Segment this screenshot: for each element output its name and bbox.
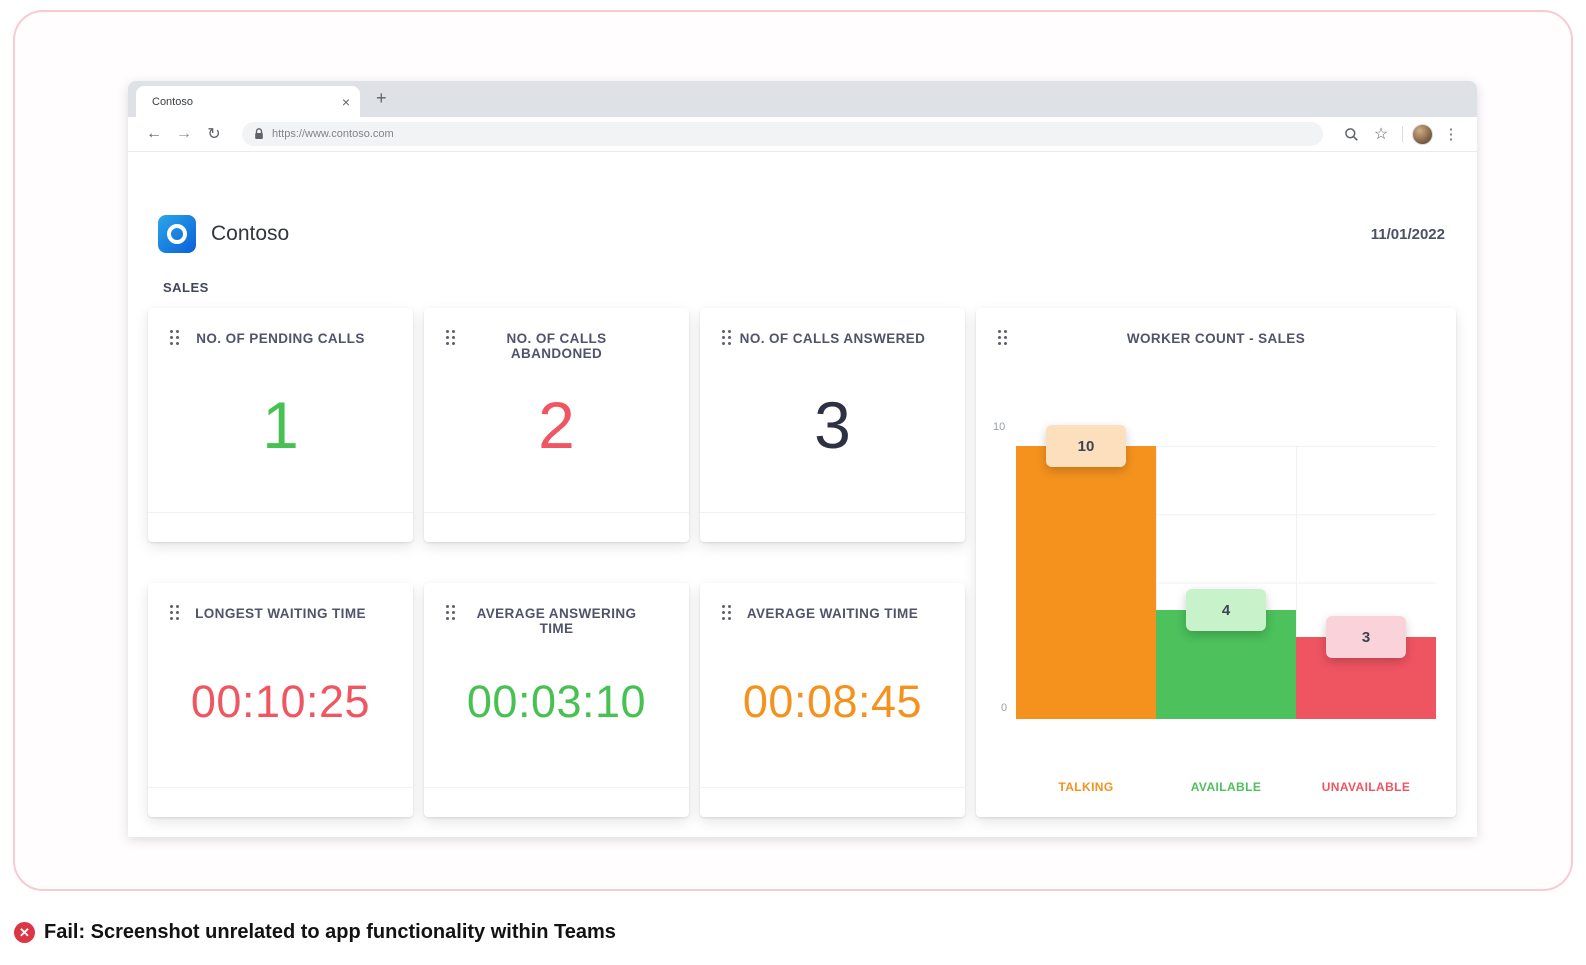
card-footer [148,512,413,542]
card-calls-answered: NO. OF CALLS ANSWERED 3 [700,308,965,542]
chart-legend: TALKING AVAILABLE UNAVAILABLE [1016,780,1436,794]
dashboard-header: Contoso 11/01/2022 [128,152,1477,253]
fail-caption-text: Fail: Screenshot unrelated to app functi… [44,921,616,943]
card-footer [700,512,965,542]
drag-handle-icon[interactable] [446,605,456,621]
screenshot-frame: Contoso × + ← → ↻ https://www.contoso.co… [13,10,1573,891]
y-axis-tick-max: 10 [993,421,1006,433]
card-footer [148,787,413,817]
drag-handle-icon[interactable] [998,330,1008,346]
card-worker-count-chart: WORKER COUNT - SALES 10 0 10 4 [976,308,1456,817]
card-longest-waiting-time: LONGEST WAITING TIME 00:10:25 [148,583,413,817]
legend-item: AVAILABLE [1190,780,1262,794]
card-value: 00:08:45 [742,676,923,727]
toolbar-divider [1402,126,1403,142]
drag-handle-icon[interactable] [722,330,732,346]
dashboard-date: 11/01/2022 [1370,225,1445,243]
forward-icon[interactable]: → [176,125,192,142]
dashboard-page: Contoso 11/01/2022 SALES NO. OF PENDING … [128,152,1477,837]
search-icon[interactable] [1339,127,1363,142]
section-label-sales: SALES [163,280,209,295]
y-axis-tick-min: 0 [1001,702,1008,714]
bar-value-label: 10 [1046,425,1126,467]
legend-item: TALKING [1058,780,1114,794]
card-title: AVERAGE WAITING TIME [746,606,919,621]
card-value: 2 [538,388,575,462]
card-title: NO. OF CALLS ANSWERED [739,331,926,346]
browser-tab[interactable]: Contoso × [136,86,360,117]
browser-window: Contoso × + ← → ↻ https://www.contoso.co… [128,81,1477,837]
tab-title: Contoso [152,95,193,108]
dashboard-grid: NO. OF PENDING CALLS 1 NO. OF CALLS ABAN… [148,308,1457,817]
card-title: LONGEST WAITING TIME [195,606,366,621]
close-tab-icon[interactable]: × [341,93,350,110]
drag-handle-icon[interactable] [170,605,180,621]
browser-toolbar: ← → ↻ https://www.contoso.com ☆ ⋮ [128,117,1477,152]
card-average-answering-time: AVERAGE ANSWERING TIME 00:03:10 [424,583,689,817]
bar-chart-plot: 10 4 3 [1016,425,1436,719]
card-title: NO. OF PENDING CALLS [196,331,365,346]
card-footer [700,787,965,817]
reload-icon[interactable]: ↻ [207,126,221,143]
card-value: 00:03:10 [466,676,647,727]
fail-caption: ✕ Fail: Screenshot unrelated to app func… [14,921,616,944]
card-pending-calls: NO. OF PENDING CALLS 1 [148,308,413,542]
chart-bar-slot: 3 [1296,446,1436,719]
bookmark-star-icon[interactable]: ☆ [1373,126,1389,143]
url-text: https://www.contoso.com [272,128,394,140]
card-footer [424,787,689,817]
card-title: NO. OF CALLS ABANDONED [506,331,607,361]
address-bar[interactable]: https://www.contoso.com [242,122,1323,146]
card-footer [424,512,689,542]
browser-tab-strip: Contoso × + [128,81,1477,117]
chart-bar-slot: 4 [1156,446,1296,719]
chart-title: WORKER COUNT - SALES [1126,331,1306,346]
chart-bar [1016,446,1156,719]
new-tab-icon[interactable]: + [376,88,387,108]
drag-handle-icon[interactable] [446,330,456,346]
drag-handle-icon[interactable] [722,605,732,621]
card-calls-abandoned: NO. OF CALLS ABANDONED 2 [424,308,689,542]
card-value: 00:10:25 [190,676,371,727]
chart-bar-slot: 10 [1016,425,1156,719]
browser-menu-icon[interactable]: ⋮ [1443,126,1459,143]
lock-icon [254,128,264,140]
bar-value-label: 3 [1326,616,1406,658]
card-average-waiting-time: AVERAGE WAITING TIME 00:08:45 [700,583,965,817]
card-value: 1 [262,388,299,462]
card-value: 3 [814,388,851,462]
brand-name: Contoso [211,222,290,245]
contoso-logo-icon [158,215,196,253]
legend-item: UNAVAILABLE [1321,780,1411,794]
back-icon[interactable]: ← [146,125,162,142]
profile-avatar[interactable] [1412,123,1433,145]
bar-value-label: 4 [1186,589,1266,631]
card-title: AVERAGE ANSWERING TIME [476,606,637,636]
fail-x-icon: ✕ [14,922,35,943]
drag-handle-icon[interactable] [170,330,180,346]
